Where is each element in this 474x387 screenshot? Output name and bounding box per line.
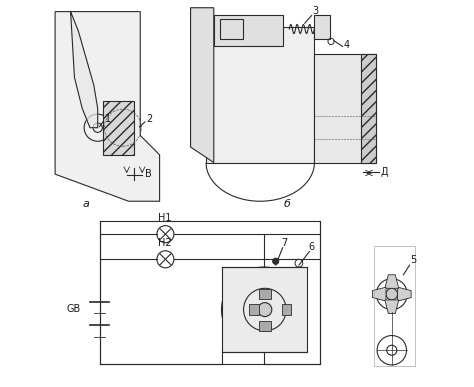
Circle shape (258, 303, 272, 317)
Text: Д: Д (380, 167, 388, 177)
Bar (206, 27, 314, 163)
Bar (374, 246, 415, 366)
Bar (221, 267, 307, 352)
Polygon shape (191, 8, 214, 163)
Bar (259, 289, 271, 299)
Bar (282, 304, 291, 315)
Bar (249, 304, 259, 315)
Circle shape (386, 288, 398, 300)
Text: 6: 6 (309, 241, 315, 252)
Text: а: а (82, 199, 89, 209)
Circle shape (273, 258, 279, 264)
Text: б: б (283, 199, 290, 209)
Circle shape (221, 267, 307, 352)
Text: 2: 2 (146, 114, 152, 124)
Bar (219, 19, 243, 39)
Text: 7: 7 (282, 238, 288, 248)
Bar (361, 54, 376, 163)
Polygon shape (385, 300, 399, 313)
Text: GB: GB (67, 303, 81, 313)
Text: 1: 1 (105, 114, 111, 124)
Polygon shape (385, 275, 399, 288)
Bar (259, 321, 271, 331)
Polygon shape (55, 12, 160, 201)
Polygon shape (373, 287, 386, 301)
Text: В: В (145, 169, 152, 179)
Bar (314, 54, 376, 163)
Bar (214, 15, 283, 46)
Bar (100, 221, 320, 364)
Bar (314, 15, 330, 39)
Text: Н2: Н2 (158, 238, 171, 248)
Text: Н1: Н1 (158, 212, 171, 223)
Bar (103, 101, 135, 155)
Text: 4: 4 (344, 40, 349, 50)
Text: 3: 3 (312, 5, 319, 15)
Polygon shape (71, 12, 98, 128)
Text: 5: 5 (410, 255, 417, 265)
Bar (361, 54, 376, 163)
Polygon shape (398, 287, 411, 301)
